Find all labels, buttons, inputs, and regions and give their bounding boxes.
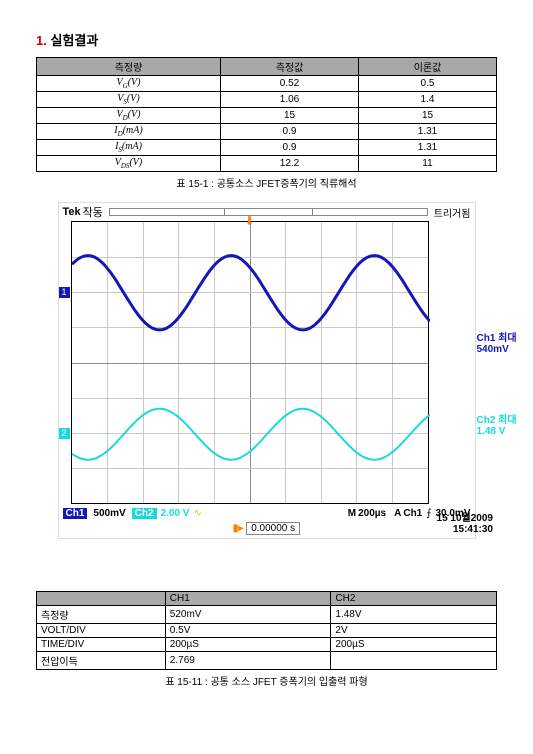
- t2-row-label: 전압이득: [37, 652, 166, 670]
- t1-row-theo: 1.31: [359, 124, 497, 140]
- ch1-box: Ch1: [63, 508, 88, 519]
- section-number: 1.: [36, 33, 47, 48]
- table-row: TIME/DIV200µS200µS: [37, 638, 497, 652]
- t1-h2: 이론값: [359, 58, 497, 76]
- table-row: VOLT/DIV0.5V2V: [37, 624, 497, 638]
- t2-row-ch2: 1.48V: [331, 606, 497, 624]
- scope-tek-logo: Tek: [63, 206, 81, 218]
- t1-row-theo: 11: [359, 156, 497, 172]
- scope-trig-label: 트리거됨: [434, 205, 471, 220]
- t2-row-ch1: 520mV: [165, 606, 331, 624]
- t2-row-ch2: 200µS: [331, 638, 497, 652]
- t2-h0: [37, 592, 166, 606]
- scope-run-label: 작동: [83, 204, 103, 220]
- t2-row-label: 측정량: [37, 606, 166, 624]
- ch1-max-label: Ch1 최대 540mV: [477, 329, 521, 355]
- t1-row-theo: 0.5: [359, 76, 497, 92]
- ch2-box: Ch2: [132, 508, 157, 519]
- table-row: 전압이득2.769: [37, 652, 497, 670]
- t2-h1: CH1: [165, 592, 331, 606]
- t1-row-meas: 15: [221, 108, 359, 124]
- t1-row-theo: 1.4: [359, 92, 497, 108]
- time-cursor-value: 0.00000 s: [246, 522, 300, 535]
- section-title-text: 실험결과: [50, 33, 98, 48]
- table-row: VG(V)0.520.5: [37, 76, 497, 92]
- scope-time-line: ▮▸ 0.00000 s: [59, 522, 475, 538]
- ch1-marker: 1: [59, 287, 70, 298]
- t1-h1: 측정값: [221, 58, 359, 76]
- t2-row-label: VOLT/DIV: [37, 624, 166, 638]
- scope-top-bar: Tek 작동 트리거됨: [59, 203, 475, 221]
- t2-row-ch2: [331, 652, 497, 670]
- scope-screen: ⬇: [71, 221, 429, 504]
- table-15-11-caption: 표 15-11 : 공통 소스 JFET 증폭기의 입출력 파형: [36, 673, 497, 688]
- ch2-max-title: Ch2 최대: [477, 411, 521, 426]
- t1-row-meas: 12.2: [221, 156, 359, 172]
- t1-row-meas: 0.9: [221, 140, 359, 156]
- section-title: 1. 실험결과: [36, 30, 497, 49]
- edge-icon: ⨍: [426, 508, 435, 519]
- t2-row-ch1: 200µS: [165, 638, 331, 652]
- table-row: VD(V)1515: [37, 108, 497, 124]
- m-label: M: [348, 508, 358, 519]
- ch2-max-label: Ch2 최대 1.48 V: [477, 411, 521, 437]
- ch2-marker: 2: [59, 428, 70, 439]
- table-15-1-caption: 표 15-1 : 공통소스 JFET증폭기의 직류해석: [36, 175, 497, 190]
- t1-row-meas: 0.52: [221, 76, 359, 92]
- t2-row-label: TIME/DIV: [37, 638, 166, 652]
- table-row: VS(V)1.061.4: [37, 92, 497, 108]
- oscilloscope: Tek 작동 트리거됨 ⬇ Ch1 최대 540mV Ch2 최대 1.48 V…: [58, 202, 476, 539]
- t1-row-meas: 1.06: [221, 92, 359, 108]
- table-row: IS(mA)0.91.31: [37, 140, 497, 156]
- t1-h0: 측정량: [37, 58, 221, 76]
- t1-row-label: ID(mA): [37, 124, 221, 140]
- bw-icon: ∿: [193, 508, 201, 519]
- t1-row-meas: 0.9: [221, 124, 359, 140]
- table-row: 측정량520mV1.48V: [37, 606, 497, 624]
- time-cursor-icon: ▮▸: [233, 523, 244, 534]
- a-label: A: [394, 508, 403, 519]
- ch2-scale: 2.00 V: [157, 508, 194, 519]
- table-row: VDS(V)12.211: [37, 156, 497, 172]
- m-scale: 200µs: [358, 508, 394, 519]
- t1-row-label: VS(V): [37, 92, 221, 108]
- t1-row-label: VD(V): [37, 108, 221, 124]
- table-15-1: 측정량 측정값 이론값 VG(V)0.520.5VS(V)1.061.4VD(V…: [36, 57, 497, 172]
- a-channel: Ch1: [403, 508, 426, 519]
- ch1-scale: 500mV: [87, 508, 131, 519]
- t2-row-ch1: 2.769: [165, 652, 331, 670]
- ch1-max-value: 540mV: [477, 344, 521, 355]
- ch2-max-value: 1.48 V: [477, 426, 521, 437]
- t2-row-ch1: 0.5V: [165, 624, 331, 638]
- ch1-max-title: Ch1 최대: [477, 329, 521, 344]
- scope-acq-bar: [109, 208, 428, 216]
- t1-row-theo: 1.31: [359, 140, 497, 156]
- t2-row-ch2: 2V: [331, 624, 497, 638]
- table-15-11: CH1 CH2 측정량520mV1.48VVOLT/DIV0.5V2VTIME/…: [36, 591, 497, 670]
- t1-row-theo: 15: [359, 108, 497, 124]
- t1-row-label: VG(V): [37, 76, 221, 92]
- t1-row-label: IS(mA): [37, 140, 221, 156]
- t2-h2: CH2: [331, 592, 497, 606]
- table-row: ID(mA)0.91.31: [37, 124, 497, 140]
- t1-row-label: VDS(V): [37, 156, 221, 172]
